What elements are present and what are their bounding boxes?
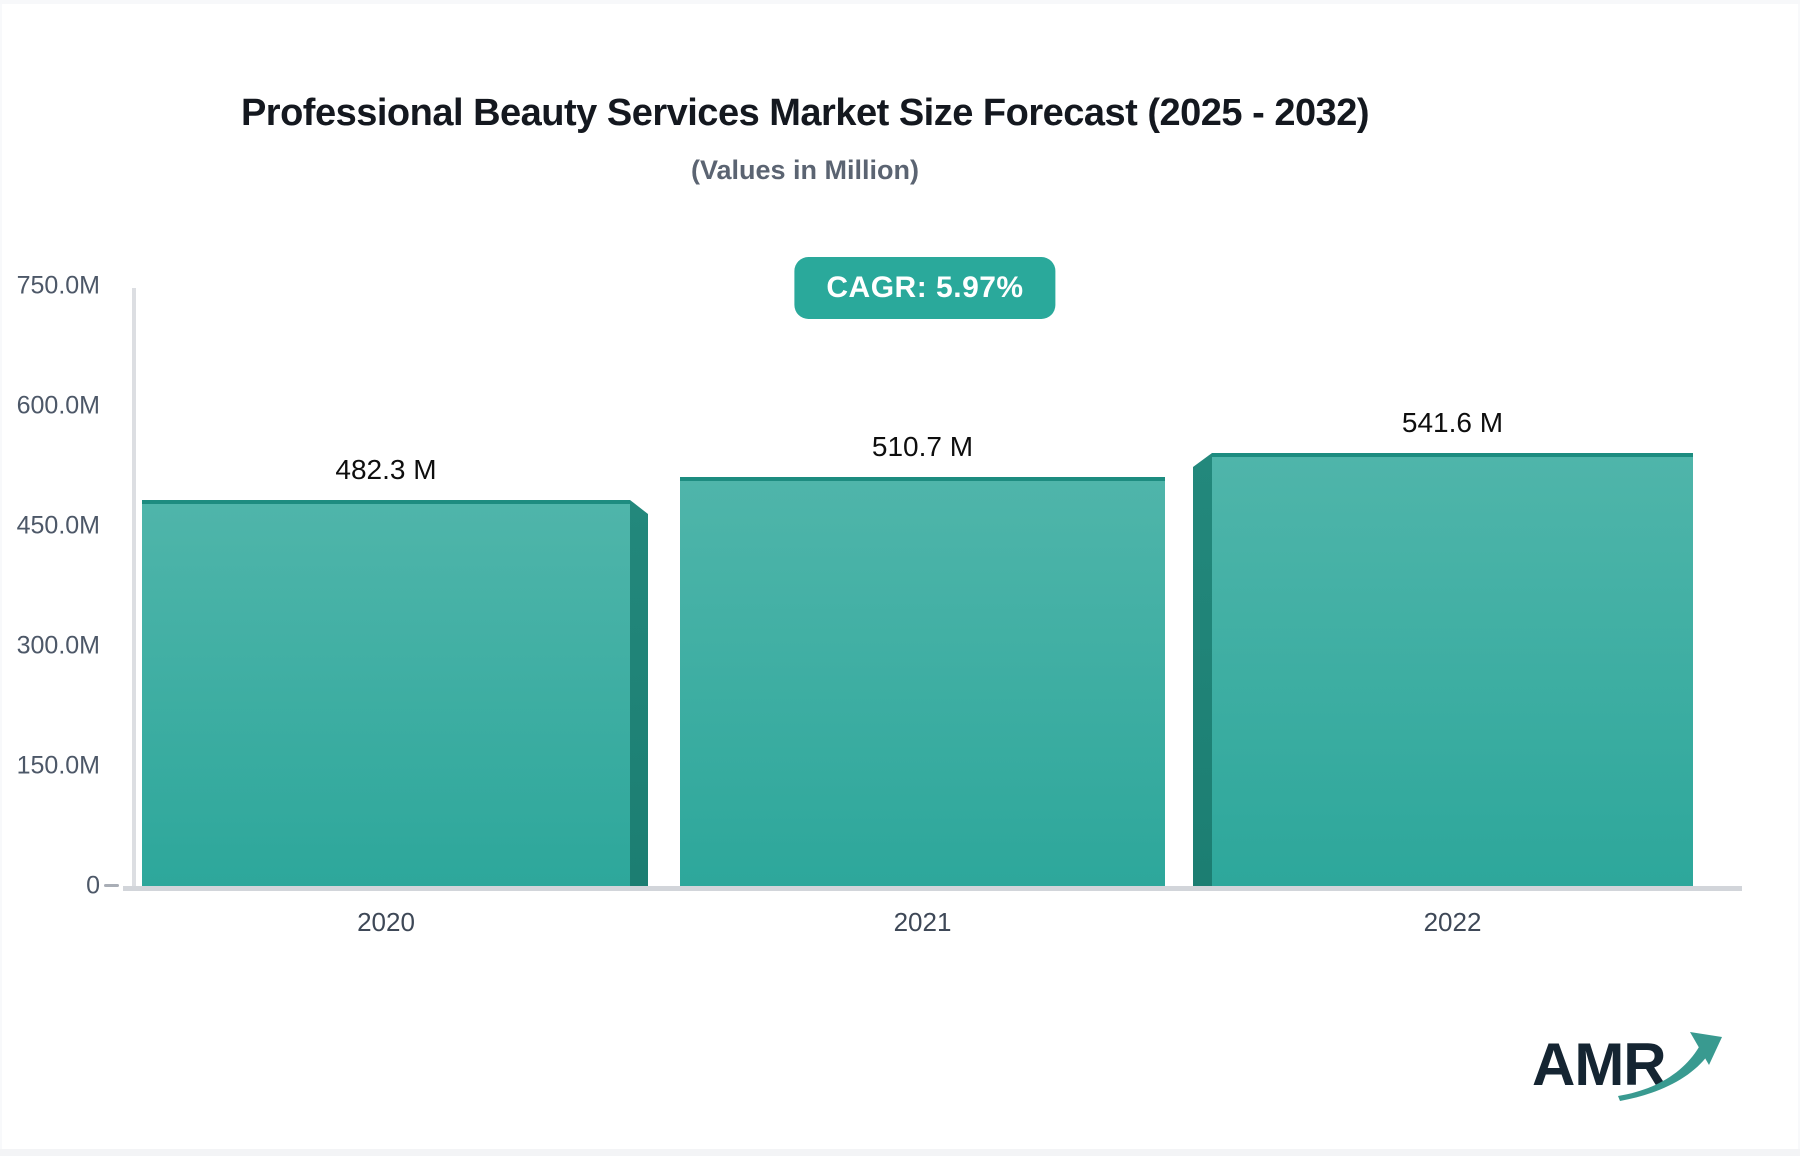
bar-value-label: 510.7 M bbox=[871, 431, 974, 462]
cagr-badge: CAGR: 5.97% bbox=[794, 257, 1056, 319]
growth-arrow-icon bbox=[1618, 1032, 1722, 1101]
bar-2020 bbox=[142, 500, 630, 886]
bar-3d-side bbox=[1193, 453, 1212, 886]
bar-group-2021: 510.7 M 2021 bbox=[680, 0, 1165, 937]
bar-2021 bbox=[680, 477, 1165, 886]
y-tick: 600.0M bbox=[16, 391, 100, 420]
chart-title: Professional Beauty Services Market Size… bbox=[240, 92, 1370, 134]
y-tick: 450.0M bbox=[16, 511, 100, 540]
bar-group-2022: 541.6 M 2022 bbox=[1193, 0, 1693, 937]
bar-value-label: 482.3 M bbox=[335, 454, 437, 485]
y-tick: 300.0M bbox=[16, 631, 100, 660]
x-axis-line bbox=[123, 886, 1742, 891]
amr-logo-text: AMR bbox=[1532, 1031, 1667, 1098]
y-axis-line bbox=[132, 288, 136, 888]
y-tick: 750.0M bbox=[16, 271, 100, 300]
bar-value-label: 541.6 M bbox=[1401, 407, 1504, 438]
x-axis-label: 2020 bbox=[357, 907, 415, 937]
bar-2022 bbox=[1212, 453, 1693, 886]
x-axis-label: 2022 bbox=[1423, 907, 1482, 937]
chart-subtitle: (Values in Million) bbox=[690, 155, 920, 185]
y-tick: 150.0M bbox=[16, 751, 100, 780]
zero-tick-mark bbox=[104, 884, 119, 887]
x-axis-label: 2021 bbox=[893, 907, 952, 937]
bar-group-2020: 482.3 M 2020 bbox=[142, 0, 648, 937]
y-tick: 0 bbox=[86, 871, 100, 900]
chart-header: Professional Beauty Services Market Size… bbox=[0, 92, 1610, 186]
amr-logo: AMR bbox=[1532, 1022, 1722, 1112]
bar-3d-side bbox=[630, 500, 648, 886]
